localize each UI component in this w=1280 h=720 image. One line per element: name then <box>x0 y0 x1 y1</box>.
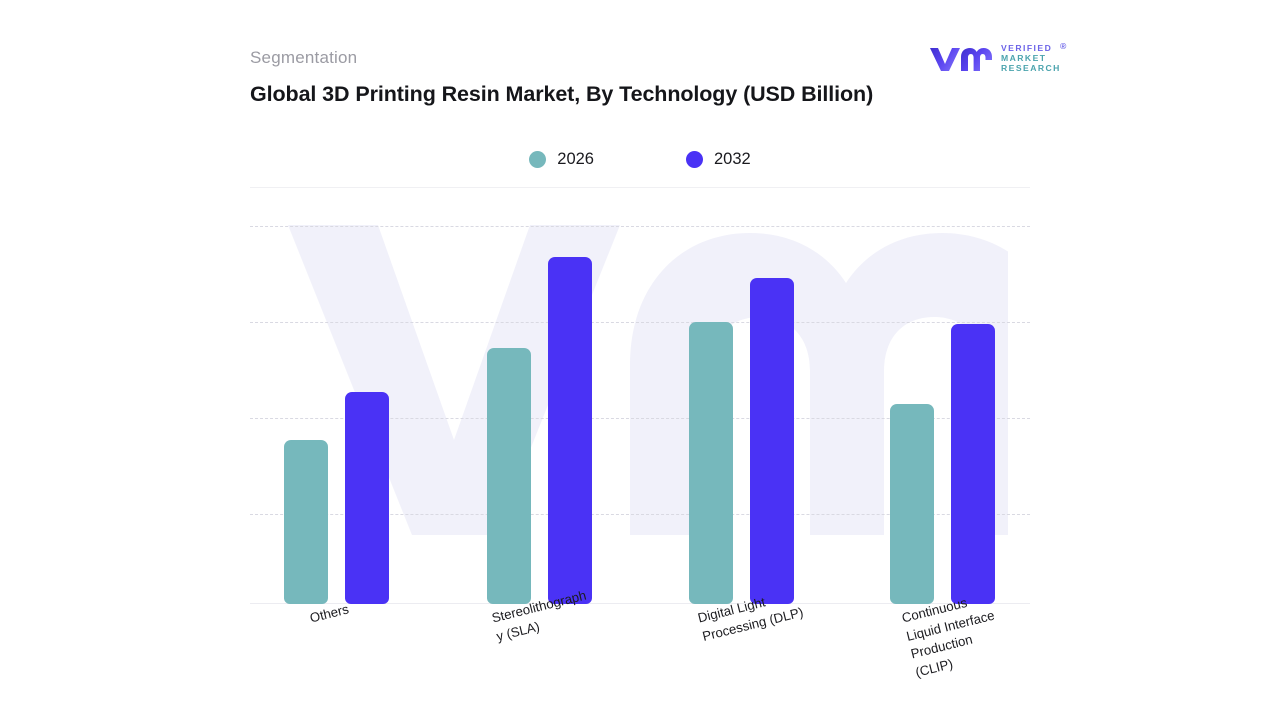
logo-line-verified: VERIFIED <box>1001 43 1053 53</box>
gridline <box>250 322 1030 323</box>
bar-2032-4[interactable] <box>951 324 995 604</box>
gridline <box>250 418 1030 419</box>
logo-line-market: MARKET <box>1001 53 1047 64</box>
plot-area <box>250 220 1030 610</box>
gridline <box>250 226 1030 227</box>
segmentation-label: Segmentation <box>250 48 358 67</box>
legend-label: 2032 <box>714 150 751 168</box>
logo-line-research: RESEARCH <box>1001 63 1061 74</box>
legend-label: 2026 <box>557 150 594 168</box>
bar-2032-3[interactable] <box>750 278 794 604</box>
vmr-logo-text: VERIFIED MARKET RESEARCH ® <box>1001 42 1066 74</box>
legend-item-2026[interactable]: 2026 <box>529 150 594 169</box>
axis-baseline <box>250 603 1030 604</box>
bar-2026-2[interactable] <box>487 348 531 604</box>
bar-2032-1[interactable] <box>345 392 389 604</box>
bar-group-container <box>250 220 1030 604</box>
legend-swatch-icon <box>529 151 547 168</box>
bar-2026-4[interactable] <box>890 404 934 604</box>
legend-item-2032[interactable]: 2032 <box>686 150 751 169</box>
gridline <box>250 514 1030 515</box>
vmr-logo-mark <box>930 48 992 72</box>
x-axis-labels: Others Stereolithograph y (SLA) Digital Li… <box>250 588 1030 715</box>
bar-2026-1[interactable] <box>284 440 328 604</box>
chart-legend: 2026 2032 <box>250 150 1030 169</box>
header-divider <box>250 187 1030 188</box>
page-title: Global 3D Printing Resin Market, By Tech… <box>250 82 874 106</box>
legend-swatch-icon <box>686 151 703 168</box>
vmr-logo: VERIFIED MARKET RESEARCH ® <box>928 42 1066 74</box>
bar-2032-2[interactable] <box>548 257 592 604</box>
registered-trademark-icon: ® <box>1060 41 1068 51</box>
bar-2026-3[interactable] <box>689 322 733 604</box>
